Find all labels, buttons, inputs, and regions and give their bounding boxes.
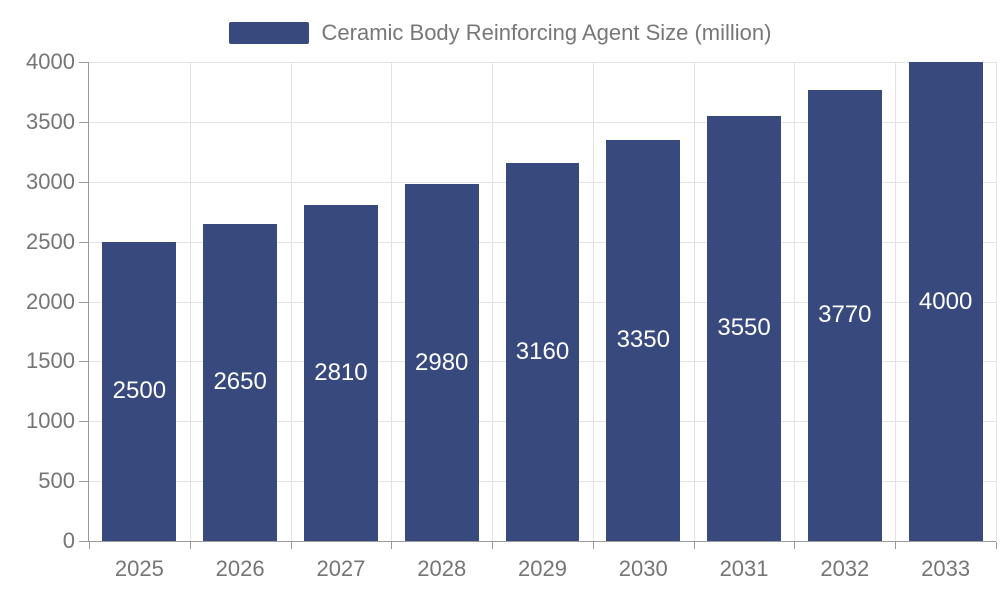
- x-gridline: [592, 62, 594, 541]
- x-axis-label: 2032: [820, 556, 870, 581]
- x-axis-tick: [492, 542, 494, 549]
- y-axis-tick: [79, 481, 88, 483]
- bar-2026[interactable]: 2650: [203, 223, 278, 541]
- y-gridline: [89, 62, 996, 63]
- x-axis-tick: [693, 542, 695, 549]
- x-axis-tick: [592, 542, 594, 549]
- legend-label: Ceramic Body Reinforcing Agent Size (mil…: [321, 20, 772, 45]
- y-axis-label: 0: [62, 528, 75, 553]
- y-axis-label: 3000: [26, 168, 75, 194]
- x-axis-tick: [996, 542, 997, 549]
- x-axis-tick: [189, 542, 191, 549]
- y-axis-tick: [79, 421, 88, 423]
- x-gridline: [794, 62, 796, 541]
- x-gridline: [189, 62, 191, 541]
- y-axis-label: 1500: [26, 348, 75, 374]
- y-axis-label: 2500: [26, 228, 75, 254]
- bar-2033[interactable]: 4000: [908, 62, 983, 541]
- bar-2025[interactable]: 2500: [102, 241, 177, 541]
- y-axis-label: 3500: [26, 108, 75, 134]
- x-axis-tick: [895, 542, 897, 549]
- bar-value-label: 4000: [918, 287, 973, 315]
- x-gridline: [391, 62, 393, 541]
- y-axis-tick: [79, 361, 88, 363]
- legend-swatch: [228, 22, 309, 44]
- x-axis-label: 2028: [417, 556, 467, 581]
- x-gridline: [693, 62, 695, 541]
- x-axis-label: 2026: [215, 556, 265, 581]
- x-axis-tick: [290, 542, 292, 549]
- y-axis-label: 2000: [26, 288, 75, 314]
- y-gridline: [89, 121, 996, 123]
- bar-value-label: 2500: [112, 377, 167, 405]
- x-axis-tick: [391, 542, 393, 549]
- x-gridline: [895, 62, 897, 541]
- x-axis-label: 2033: [921, 556, 971, 581]
- x-gridline: [492, 62, 494, 541]
- x-gridline: [290, 62, 292, 541]
- bar-2029[interactable]: 3160: [505, 162, 580, 541]
- y-axis-tick: [79, 121, 88, 123]
- x-axis-label: 2027: [316, 556, 366, 581]
- bar-value-label: 3770: [818, 301, 872, 329]
- y-axis-label: 4000: [26, 49, 75, 74]
- x-axis-label: 2025: [114, 556, 164, 581]
- bar-2027[interactable]: 2810: [303, 204, 378, 541]
- y-axis-tick: [79, 301, 88, 303]
- y-axis-tick: [79, 541, 88, 542]
- y-axis-label: 1000: [26, 408, 75, 434]
- legend-item[interactable]: Ceramic Body Reinforcing Agent Size (mil…: [0, 18, 1000, 48]
- x-axis-label: 2029: [518, 556, 567, 581]
- x-axis-label: 2030: [618, 556, 668, 581]
- bar-2030[interactable]: 3350: [606, 139, 681, 541]
- bar-value-label: 2650: [213, 368, 267, 396]
- x-gridline: [996, 62, 997, 541]
- bar-value-label: 3550: [717, 314, 771, 342]
- bar-2028[interactable]: 2980: [404, 184, 479, 541]
- bar-2031[interactable]: 3550: [707, 115, 782, 541]
- bar-value-label: 3160: [515, 337, 570, 365]
- bar-value-label: 2810: [314, 358, 368, 386]
- bar-value-label: 3350: [616, 326, 670, 354]
- bar-2032[interactable]: 3770: [807, 89, 882, 541]
- plot-area: 0 500 1000 1500 2000 2500 3000 3500 4000 2500 2025…: [26, 51, 997, 581]
- x-axis-tick: [794, 542, 796, 549]
- bar-value-label: 2980: [415, 348, 469, 376]
- x-axis-label: 2031: [719, 556, 769, 581]
- y-axis-label: 500: [38, 468, 75, 494]
- y-axis-tick: [79, 241, 88, 243]
- y-axis-tick: [79, 181, 88, 183]
- y-axis-tick: [79, 62, 88, 63]
- x-axis-tick: [89, 542, 90, 549]
